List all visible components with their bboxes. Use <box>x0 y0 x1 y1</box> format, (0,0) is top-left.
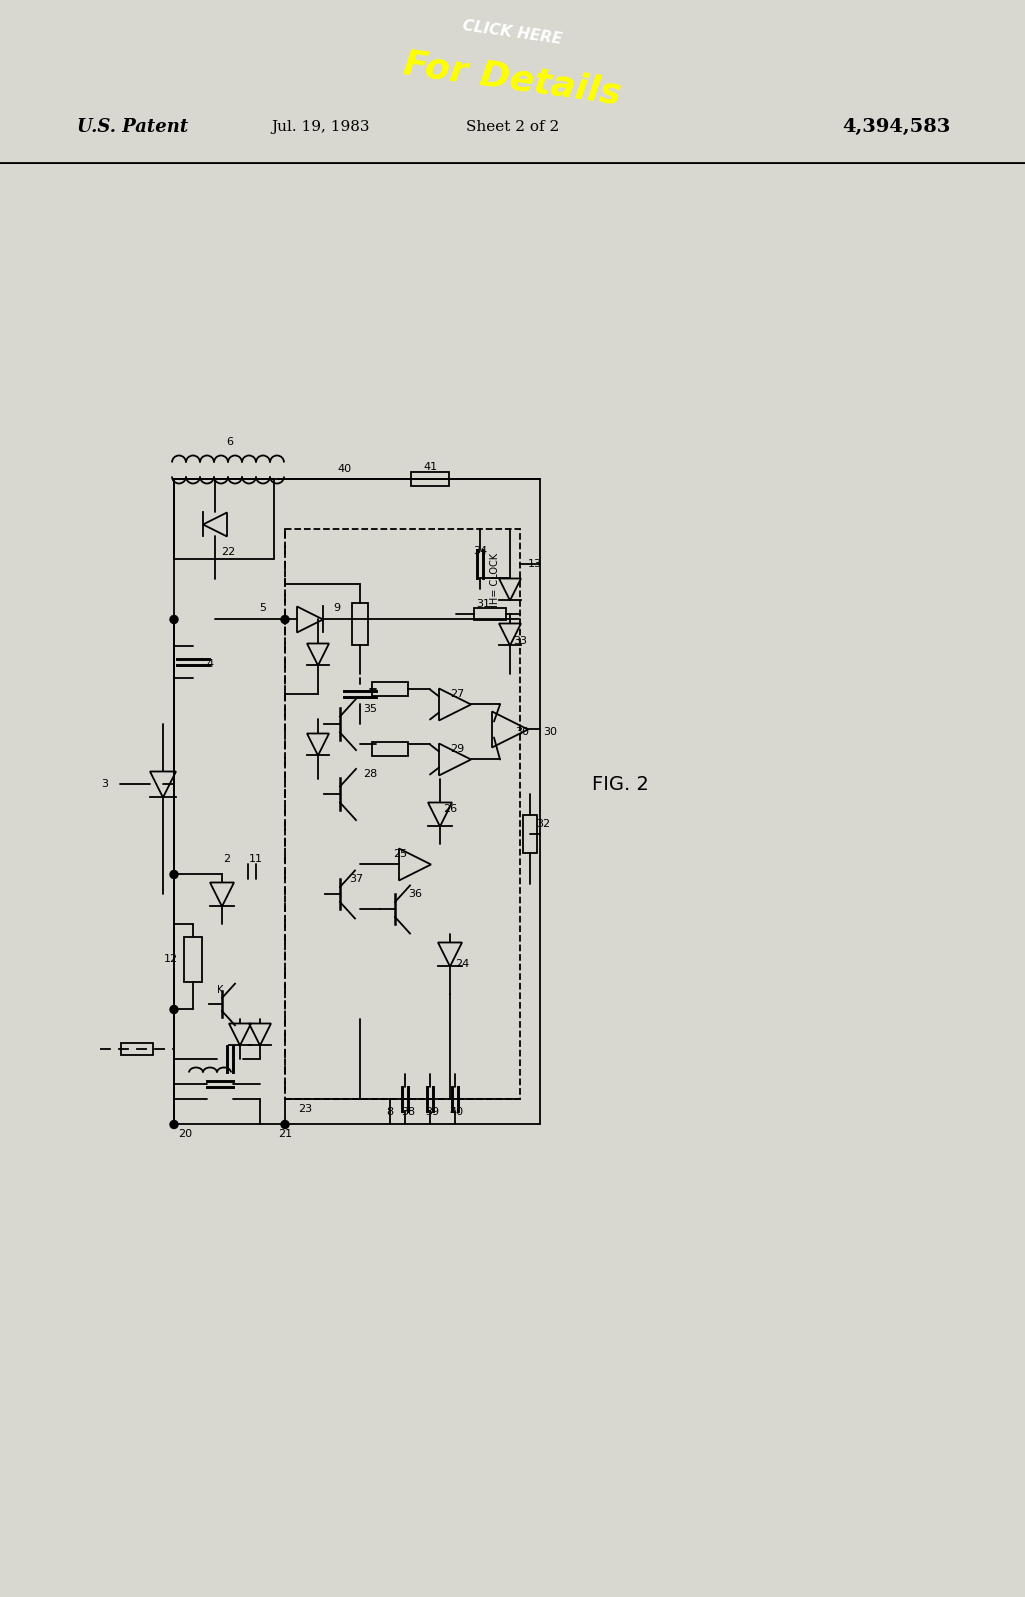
Text: 23: 23 <box>298 1105 312 1115</box>
Text: 5: 5 <box>259 604 266 613</box>
Text: 4: 4 <box>206 660 213 669</box>
Text: IH= CLOCK: IH= CLOCK <box>490 553 500 607</box>
Text: 33: 33 <box>512 637 527 647</box>
Text: 30: 30 <box>515 728 529 738</box>
Bar <box>121 1043 153 1056</box>
Text: 29: 29 <box>450 744 464 754</box>
Circle shape <box>170 870 178 878</box>
Text: For Details: For Details <box>402 46 623 110</box>
Text: 3: 3 <box>101 779 108 789</box>
Bar <box>285 530 520 1099</box>
Text: K: K <box>217 985 223 995</box>
Text: 34: 34 <box>473 546 487 556</box>
Bar <box>474 608 506 621</box>
Circle shape <box>170 615 178 623</box>
Text: 31: 31 <box>476 599 490 610</box>
Circle shape <box>170 1121 178 1129</box>
Text: 13: 13 <box>528 559 542 570</box>
Bar <box>352 604 368 645</box>
Text: 9: 9 <box>333 604 340 613</box>
Text: FIG. 2: FIG. 2 <box>591 775 649 794</box>
Text: Sheet 2 of 2: Sheet 2 of 2 <box>466 120 559 134</box>
Circle shape <box>281 615 289 623</box>
Bar <box>372 743 408 757</box>
Text: 20: 20 <box>178 1129 192 1140</box>
Text: 40: 40 <box>338 465 352 474</box>
Text: 35: 35 <box>363 704 377 714</box>
Text: 26: 26 <box>443 805 457 814</box>
Text: 8: 8 <box>386 1107 394 1118</box>
Text: 30: 30 <box>543 728 557 738</box>
Text: 28: 28 <box>363 770 377 779</box>
Circle shape <box>281 1121 289 1129</box>
Text: 40: 40 <box>449 1107 463 1118</box>
Text: Jul. 19, 1983: Jul. 19, 1983 <box>272 120 370 134</box>
Text: 2: 2 <box>223 854 231 864</box>
Text: 24: 24 <box>455 960 469 969</box>
Text: 36: 36 <box>408 890 422 899</box>
Circle shape <box>170 1006 178 1014</box>
Text: 22: 22 <box>220 548 235 557</box>
Text: CLICK HERE: CLICK HERE <box>462 18 563 46</box>
Text: 25: 25 <box>393 850 407 859</box>
Text: 41: 41 <box>423 463 437 473</box>
Text: 27: 27 <box>450 690 464 699</box>
Text: 39: 39 <box>425 1107 439 1118</box>
Bar <box>174 479 274 559</box>
Text: U.S. Patent: U.S. Patent <box>77 118 189 136</box>
Bar <box>184 937 202 982</box>
Text: 37: 37 <box>348 875 363 885</box>
Text: 38: 38 <box>401 1107 415 1118</box>
Text: 11: 11 <box>249 854 263 864</box>
Text: 6: 6 <box>227 438 234 447</box>
Bar <box>411 473 449 487</box>
Text: 21: 21 <box>278 1129 292 1140</box>
Text: 4,394,583: 4,394,583 <box>843 118 951 136</box>
Text: 12: 12 <box>164 955 178 965</box>
Bar <box>372 682 408 696</box>
Bar <box>523 816 537 853</box>
Text: 32: 32 <box>536 819 550 829</box>
